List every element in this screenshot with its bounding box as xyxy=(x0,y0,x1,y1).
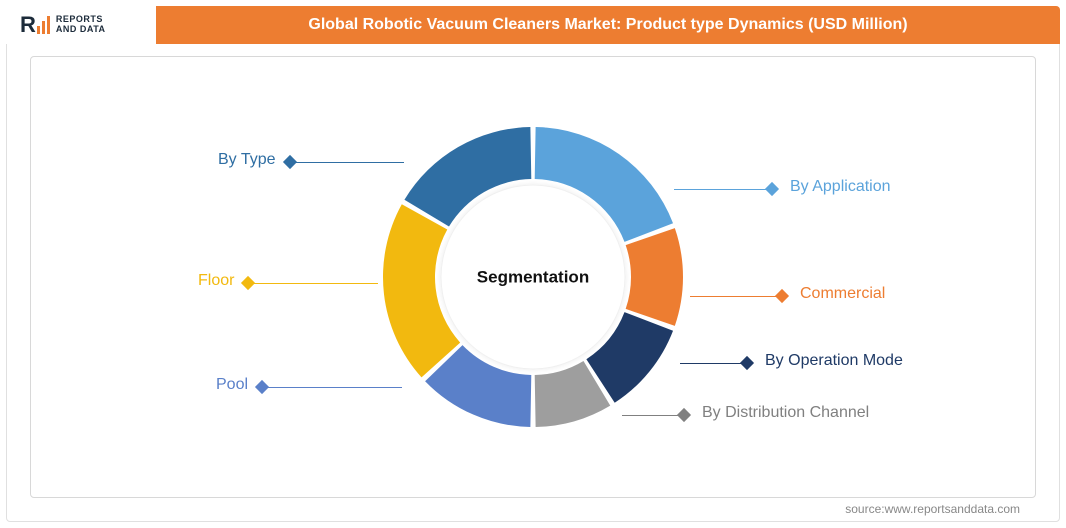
label-by_distribution: By Distribution Channel xyxy=(702,404,869,422)
chart-area: Segmentation By Application Commercial By … xyxy=(30,56,1036,498)
leader-by_operation_mode xyxy=(680,363,747,364)
leader-floor xyxy=(248,283,378,284)
marker-by_operation_mode xyxy=(740,356,754,370)
label-pool: Pool xyxy=(216,376,248,394)
leader-by_distribution xyxy=(622,415,684,416)
logo-text-bottom: AND DATA xyxy=(56,25,106,35)
label-by_type: By Type xyxy=(218,151,276,169)
segment-commercial xyxy=(626,228,683,326)
marker-commercial xyxy=(775,289,789,303)
logo-mark: R xyxy=(20,12,50,38)
marker-pool xyxy=(255,380,269,394)
label-by_operation_mode: By Operation Mode xyxy=(765,352,903,370)
logo-text: REPORTS AND DATA xyxy=(56,15,106,35)
logo-bars-icon xyxy=(37,16,50,34)
label-by_application: By Application xyxy=(790,178,891,196)
donut-chart: Segmentation xyxy=(378,122,688,432)
leader-pool xyxy=(262,387,402,388)
marker-by_application xyxy=(765,182,779,196)
marker-by_type xyxy=(283,155,297,169)
page-title: Global Robotic Vacuum Cleaners Market: P… xyxy=(156,6,1060,44)
leader-commercial xyxy=(690,296,782,297)
logo: R REPORTS AND DATA xyxy=(6,6,156,44)
leader-by_application xyxy=(674,189,772,190)
marker-floor xyxy=(241,276,255,290)
leader-by_type xyxy=(290,162,404,163)
header: R REPORTS AND DATA Global Robotic Vacuum… xyxy=(6,6,1060,44)
logo-r-icon: R xyxy=(20,12,34,38)
label-floor: Floor xyxy=(198,272,234,290)
source-text: source:www.reportsanddata.com xyxy=(845,502,1020,516)
center-label: Segmentation xyxy=(441,185,626,370)
label-commercial: Commercial xyxy=(800,285,885,303)
